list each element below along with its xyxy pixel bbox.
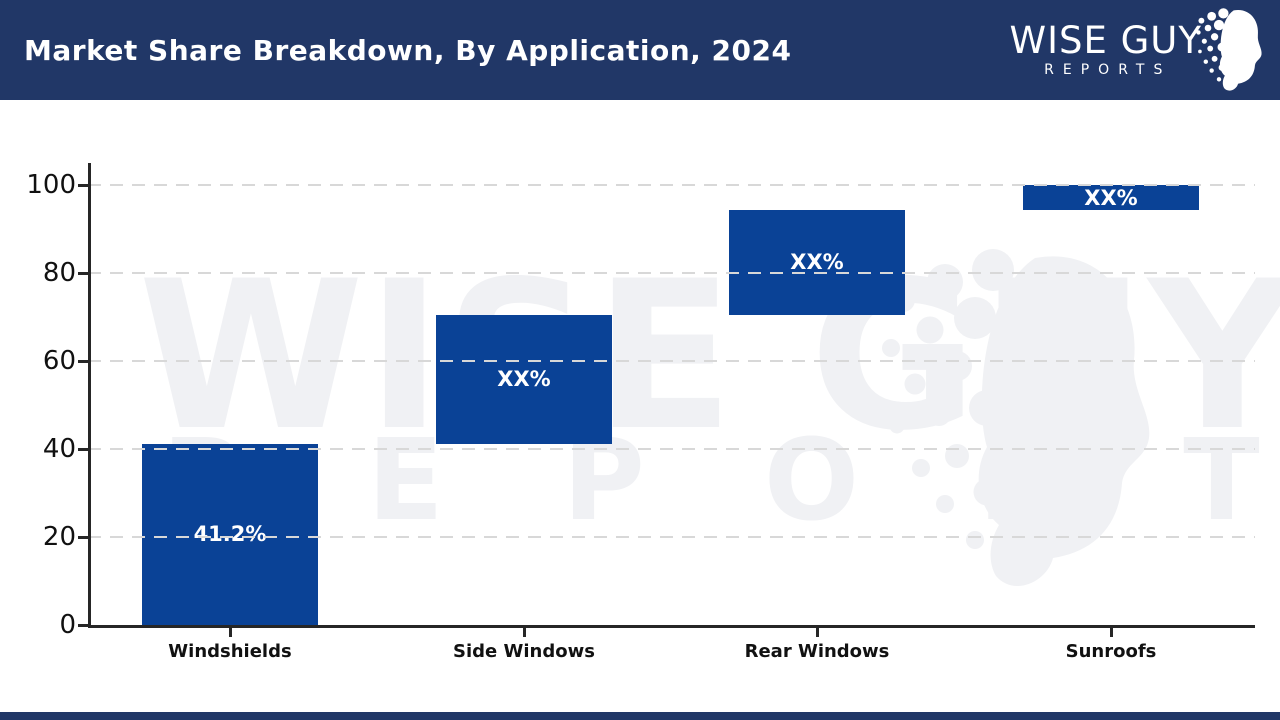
- x-tick-1: [523, 628, 526, 637]
- x-tick-2: [816, 628, 819, 637]
- gridline-100: [88, 184, 1255, 186]
- x-category-label-side-windows: Side Windows: [453, 641, 595, 662]
- y-tick-label-0: 0: [59, 610, 76, 640]
- y-tick-label-60: 60: [42, 346, 76, 376]
- x-tick-3: [1110, 628, 1113, 637]
- bar-value-label: XX%: [497, 367, 551, 392]
- y-tick-label-40: 40: [42, 434, 76, 464]
- logo-subtitle: REPORTS: [1044, 62, 1172, 78]
- x-category-label-windshields: Windshields: [168, 641, 292, 662]
- bar-sunroofs: XX%: [1023, 185, 1199, 211]
- y-tick-0: [78, 624, 88, 627]
- bar-value-label: XX%: [1084, 185, 1138, 210]
- x-tick-0: [229, 628, 232, 637]
- y-tick-label-20: 20: [42, 522, 76, 552]
- y-axis: [88, 163, 91, 628]
- logo-text: WISE GUY REPORTS: [1010, 22, 1202, 78]
- bar-value-label: 41.2%: [193, 522, 267, 547]
- x-category-label-sunroofs: Sunroofs: [1065, 641, 1157, 662]
- page-title: Market Share Breakdown, By Application, …: [24, 33, 792, 67]
- y-tick-40: [78, 448, 88, 451]
- gridline-40: [88, 448, 1255, 450]
- footer-strip: [0, 712, 1280, 720]
- x-category-label-rear-windows: Rear Windows: [744, 641, 890, 662]
- wise-guy-reports-logo: WISE GUY REPORTS: [1010, 6, 1272, 94]
- gridline-80: [88, 272, 1255, 274]
- logo-wordmark: WISE GUY: [1009, 19, 1202, 62]
- bar-rear-windows: XX%: [729, 210, 905, 315]
- y-tick-80: [78, 272, 88, 275]
- y-tick-60: [78, 360, 88, 363]
- y-tick-label-80: 80: [42, 258, 76, 288]
- dotted-head-icon: [1196, 8, 1262, 91]
- y-tick-label-100: 100: [26, 170, 76, 200]
- bar-side-windows: XX%: [436, 314, 612, 444]
- bar-value-label: XX%: [790, 250, 844, 275]
- gridline-60: [88, 360, 1255, 362]
- y-tick-20: [78, 536, 88, 539]
- x-axis: [88, 625, 1255, 628]
- gridline-20: [88, 536, 1255, 538]
- header-bar: Market Share Breakdown, By Application, …: [0, 0, 1280, 100]
- bar-windshields: 41.2%: [142, 443, 318, 625]
- chart-area: WISE GUY R E P O R T S 41.2%XX%XX%XX%020…: [0, 100, 1280, 713]
- y-tick-100: [78, 184, 88, 187]
